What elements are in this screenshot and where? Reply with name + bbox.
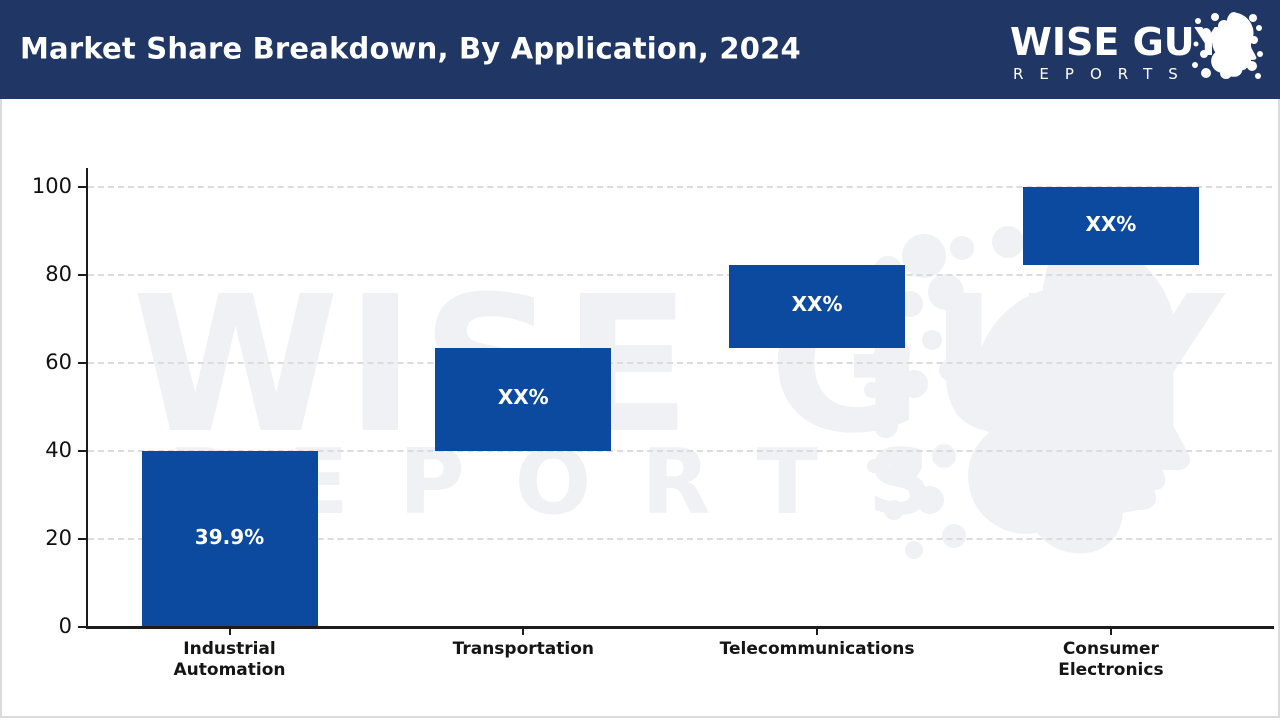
bar-telecommunications xyxy=(729,264,906,348)
bar-value-label: 39.9% xyxy=(194,524,265,549)
x-tick xyxy=(522,628,525,635)
gridline-100 xyxy=(88,185,1272,188)
x-axis-label-line: Telecommunications xyxy=(719,638,915,659)
x-axis-label-line: Electronics xyxy=(1058,659,1164,680)
x-axis-label-line: Consumer xyxy=(1062,638,1159,659)
y-tick-label-100: 100 xyxy=(31,173,72,198)
header-bar: Market Share Breakdown, By Application, … xyxy=(0,0,1280,99)
x-axis-label: Transportation xyxy=(408,639,638,660)
bar-industrial-automation xyxy=(141,451,318,627)
plot-area: 0 20 40 60 80 100 39.9% Industrial Automation XX%… xyxy=(0,99,1280,720)
y-tick-label-0: 0 xyxy=(58,613,72,638)
x-axis-label-line: Industrial xyxy=(183,638,276,659)
logo-subtext: REPORTS xyxy=(1013,65,1194,83)
x-tick xyxy=(1109,628,1112,635)
gridline-60 xyxy=(88,361,1272,364)
x-tick xyxy=(816,628,819,635)
page-title: Market Share Breakdown, By Application, … xyxy=(20,31,801,66)
x-axis-label: Consumer Electronics xyxy=(996,639,1226,681)
gridline-80 xyxy=(88,273,1272,276)
x-axis-label-line: Automation xyxy=(173,659,286,680)
y-tick-label-20: 20 xyxy=(45,525,72,550)
y-tick-20 xyxy=(78,537,86,540)
x-axis-label-line: Transportation xyxy=(452,638,594,659)
x-axis-label: Telecommunications xyxy=(702,639,932,660)
bar-value-label: XX% xyxy=(791,292,843,317)
y-tick-label-60: 60 xyxy=(45,349,72,374)
y-tick-0 xyxy=(78,625,86,628)
wise-guy-logo: WISE GUY REPORTS xyxy=(1010,12,1263,83)
gridline-20 xyxy=(88,537,1272,540)
y-tick-40 xyxy=(78,449,86,452)
y-tick-80 xyxy=(78,273,86,276)
logo-wordmark: WISE GUY xyxy=(1010,20,1223,64)
x-axis-line xyxy=(86,626,1274,629)
bar-consumer-electronics xyxy=(1022,186,1199,266)
y-tick-100 xyxy=(78,185,86,188)
gridline-40 xyxy=(88,449,1272,452)
y-axis-line xyxy=(86,168,88,629)
x-axis-label: Industrial Automation xyxy=(115,639,345,681)
x-tick xyxy=(228,628,231,635)
bar-value-label: XX% xyxy=(497,385,549,410)
y-tick-label-80: 80 xyxy=(45,261,72,286)
bar-transportation xyxy=(435,348,612,451)
y-tick-label-40: 40 xyxy=(45,437,72,462)
bar-value-label: XX% xyxy=(1085,211,1137,236)
y-tick-60 xyxy=(78,361,86,364)
logo-head-icon xyxy=(1192,12,1263,79)
